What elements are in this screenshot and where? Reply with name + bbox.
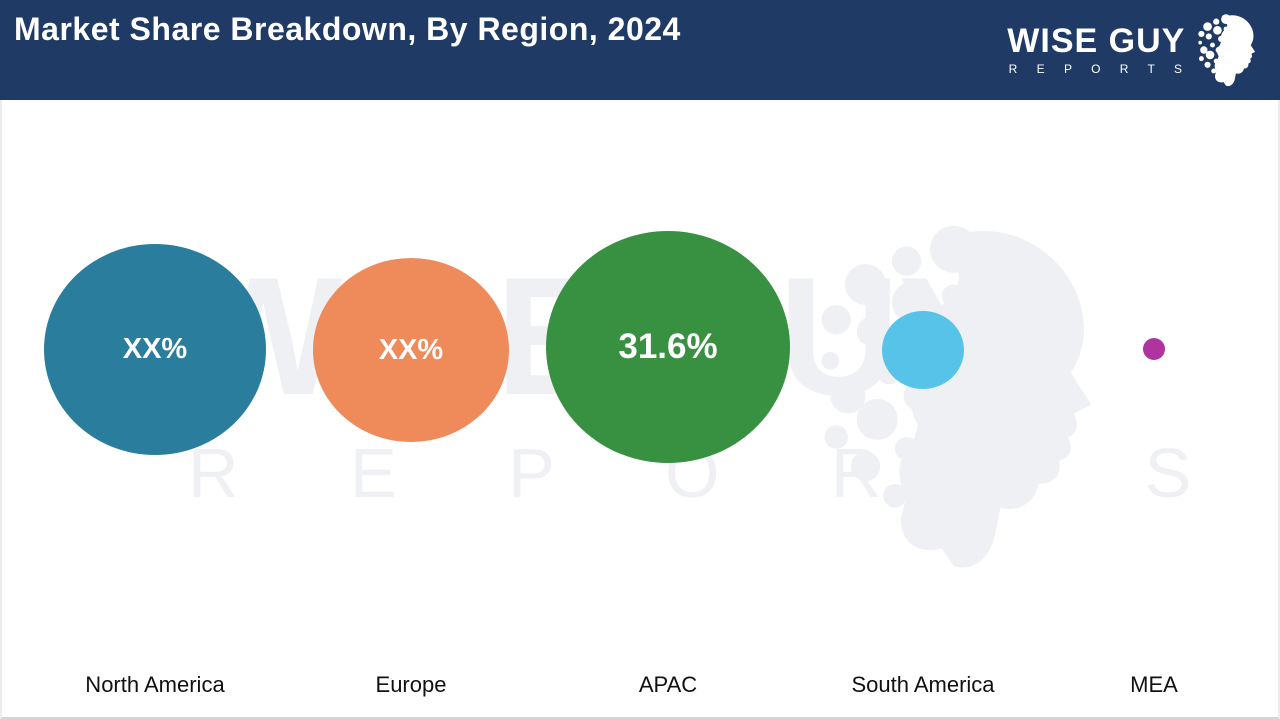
wiseguy-logo: WISE GUY R E P O R T S [1003, 6, 1268, 94]
header-bar: Market Share Breakdown, By Region, 2024 … [0, 0, 1280, 100]
bubble-chart: WISE GUY R E P O R T S [0, 100, 1280, 720]
category-label-south-america: South America [851, 672, 995, 697]
bubble-mea [1143, 338, 1165, 360]
bubble-apac: 31.6% [546, 231, 790, 463]
bubble-value-label: XX% [122, 333, 188, 365]
category-label-mea: MEA [1130, 672, 1178, 697]
page-title: Market Share Breakdown, By Region, 2024 [14, 11, 681, 47]
logo-wordmark: WISE GUY [1007, 22, 1186, 61]
wiseguy-logo-head-icon [1198, 14, 1256, 87]
wiseguy-logo-text: WISE GUY R E P O R T S [1003, 22, 1190, 76]
logo-subtext: R E P O R T S [1008, 61, 1190, 76]
category-label-europe: Europe [375, 672, 447, 697]
category-label-apac: APAC [638, 672, 698, 697]
category-label-north-america: North America [85, 672, 225, 697]
bubble-value-label: 31.6% [618, 327, 718, 366]
bubble-value-label: XX% [378, 333, 444, 366]
watermark-head-icon [821, 225, 1092, 568]
bubble-north-america: XX% [44, 244, 266, 455]
bubble-europe: XX% [313, 258, 509, 442]
bubble-south-america [882, 311, 964, 389]
